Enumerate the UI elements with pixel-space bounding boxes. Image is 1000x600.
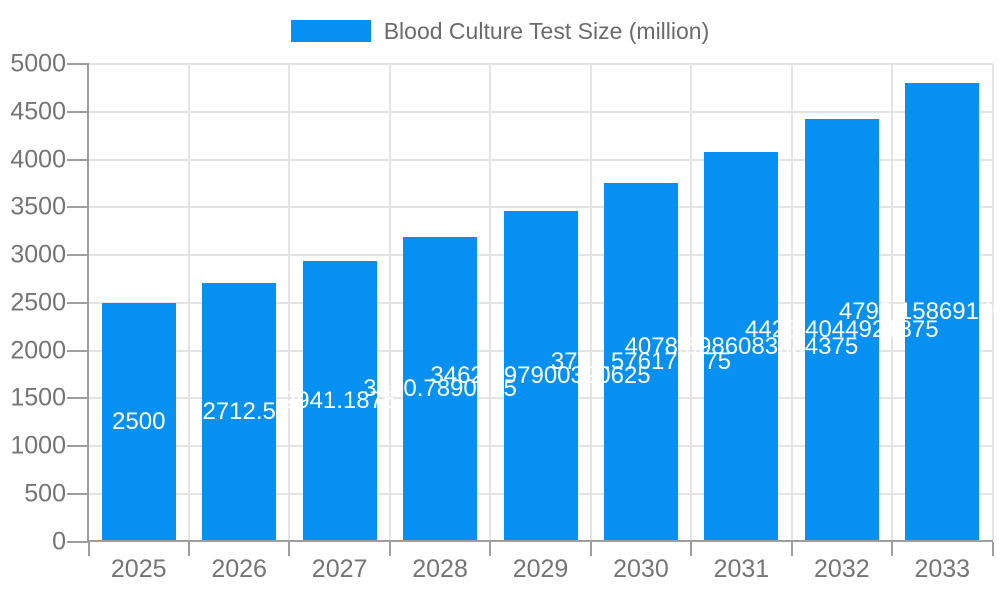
bar-2030[interactable] xyxy=(603,182,678,542)
x-axis-tick-4 xyxy=(489,541,492,556)
legend-label: Blood Culture Test Size (million) xyxy=(383,17,710,44)
x-axis-line xyxy=(87,540,993,542)
x-axis-tick-5 xyxy=(589,541,592,556)
y-axis-label-5000: 5000 xyxy=(10,49,66,78)
y-axis-label-1500: 1500 xyxy=(10,383,66,412)
value-label-2031: 4078.5986083984375 xyxy=(624,332,859,360)
gridline-h-3500 xyxy=(88,206,993,209)
gridline-v-6 xyxy=(690,64,693,542)
y-axis-tick-4500 xyxy=(67,111,88,114)
bar-2028[interactable] xyxy=(403,236,478,542)
value-label-2027: 2941.1875 xyxy=(282,387,397,415)
y-axis-tick-500 xyxy=(67,492,88,495)
value-label-2033: 4799.15869140625 xyxy=(838,298,1000,326)
value-label-2026: 2712.5 xyxy=(202,398,276,426)
bar-2033[interactable] xyxy=(905,83,980,542)
x-axis-tick-6 xyxy=(690,541,693,556)
value-label-2025: 2500 xyxy=(112,408,166,436)
y-axis-label-4000: 4000 xyxy=(10,145,66,174)
y-axis-tick-1000 xyxy=(67,445,88,448)
x-axis-tick-1 xyxy=(187,541,190,556)
gridline-h-5000 xyxy=(88,63,993,66)
y-axis-tick-2000 xyxy=(67,349,88,352)
x-axis-tick-2 xyxy=(288,541,291,556)
x-axis-label-2030: 2030 xyxy=(613,555,669,583)
y-axis-label-1000: 1000 xyxy=(10,431,66,460)
y-axis-label-4500: 4500 xyxy=(10,97,66,126)
gridline-v-2 xyxy=(288,64,291,542)
x-axis-tick-7 xyxy=(790,541,793,556)
bar-2025[interactable] xyxy=(101,302,176,542)
x-axis-label-2031: 2031 xyxy=(713,555,770,583)
y-axis-label-2000: 2000 xyxy=(10,336,66,365)
x-axis-label-2028: 2028 xyxy=(412,555,468,583)
gridline-v-7 xyxy=(790,64,793,542)
y-axis-label-500: 500 xyxy=(24,479,66,508)
y-axis-tick-0 xyxy=(67,540,88,543)
bar-2031[interactable] xyxy=(704,152,779,542)
gridline-v-4 xyxy=(489,64,492,542)
gridline-v-9 xyxy=(991,64,994,542)
y-axis-tick-3500 xyxy=(67,206,88,209)
x-axis-label-2026: 2026 xyxy=(211,555,267,583)
x-axis-label-2029: 2029 xyxy=(512,555,569,583)
y-axis-tick-1500 xyxy=(67,397,88,400)
legend-swatch xyxy=(290,20,371,42)
bar-2032[interactable] xyxy=(804,118,879,542)
y-axis-tick-3000 xyxy=(67,254,88,257)
gridline-v-3 xyxy=(388,64,391,542)
bar-2029[interactable] xyxy=(503,211,578,542)
gridline-v-1 xyxy=(187,64,190,542)
y-axis-tick-4000 xyxy=(67,158,88,161)
gridline-h-4500 xyxy=(88,111,993,114)
gridline-v-8 xyxy=(891,64,894,542)
value-label-2028: 3190.7890625 xyxy=(363,375,517,403)
x-axis-label-2025: 2025 xyxy=(110,555,167,583)
value-label-2032: 4428.4044921875 xyxy=(745,316,939,344)
y-axis-label-2500: 2500 xyxy=(10,288,66,317)
y-axis-label-3000: 3000 xyxy=(10,240,66,269)
gridline-h-4000 xyxy=(88,158,993,161)
x-axis-tick-9 xyxy=(991,541,994,556)
bar-2027[interactable] xyxy=(302,260,377,542)
y-axis-tick-5000 xyxy=(67,63,88,66)
x-axis-tick-8 xyxy=(891,541,894,556)
legend-item[interactable]: Blood Culture Test Size (million) xyxy=(0,14,1000,48)
y-axis-label-0: 0 xyxy=(52,527,66,555)
value-label-2029: 3462.597900390625 xyxy=(430,362,651,390)
gridline-v-5 xyxy=(589,64,592,542)
bar-2026[interactable] xyxy=(202,282,277,542)
x-axis-label-2032: 2032 xyxy=(814,555,870,583)
value-label-2030: 3759.576171875 xyxy=(550,348,732,376)
x-axis-tick-3 xyxy=(388,541,391,556)
y-axis-label-3500: 3500 xyxy=(10,192,66,221)
x-axis-label-2027: 2027 xyxy=(311,555,368,583)
y-axis-tick-2500 xyxy=(67,301,88,304)
x-axis-label-2033: 2033 xyxy=(914,555,971,583)
y-axis-line xyxy=(87,63,89,542)
x-axis-tick-0 xyxy=(87,541,90,556)
